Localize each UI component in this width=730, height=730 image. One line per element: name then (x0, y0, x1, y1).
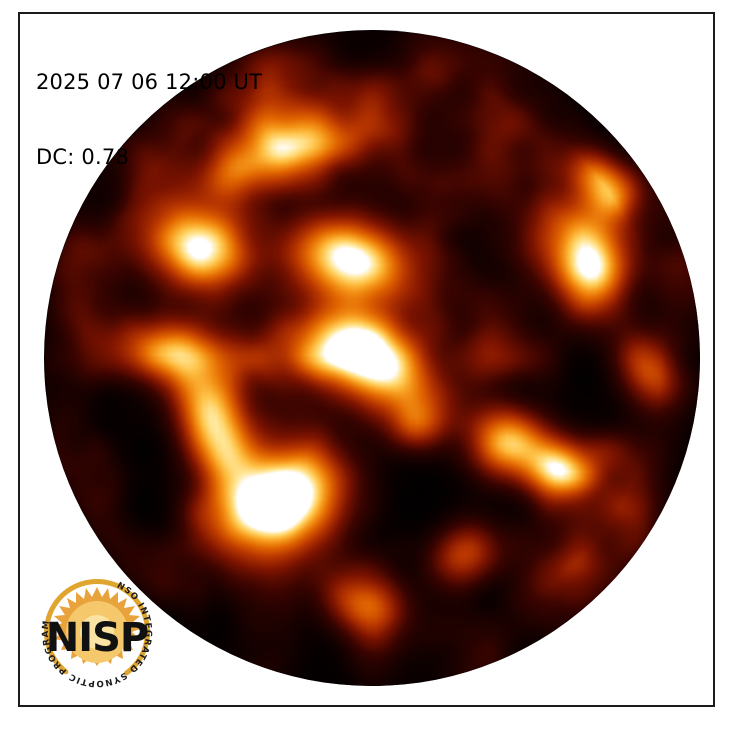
logo-sun-graphic (52, 587, 142, 666)
plot-frame: 2025 07 06 12:00 UT DC: 0.78 NSO INTEG (18, 12, 715, 707)
observation-datetime-label: 2025 07 06 12:00 UT (36, 70, 263, 94)
nisp-logo: NSO INTEGRATED SYNOPTIC PROGRAM NISP (32, 567, 162, 697)
logo-sun-core (80, 615, 114, 649)
annotation-text-block: 2025 07 06 12:00 UT DC: 0.78 (36, 20, 262, 220)
duty-cycle-label: DC: 0.78 (36, 145, 129, 169)
coronal-hole-map-canvas (44, 30, 700, 686)
logo-acronym-text: NISP (46, 615, 148, 661)
logo-ring-arc (44, 579, 150, 685)
solar-disk-image (44, 30, 700, 686)
